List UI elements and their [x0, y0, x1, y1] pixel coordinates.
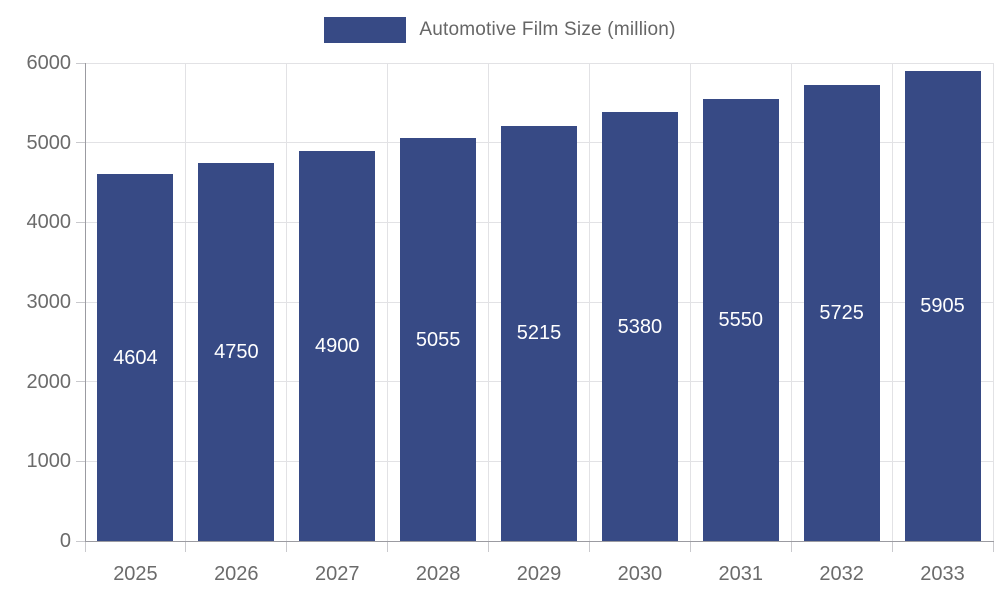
x-axis-line [85, 541, 994, 542]
bar[interactable] [601, 112, 678, 541]
y-axis-tick [76, 301, 85, 303]
gridline-vertical [286, 63, 288, 541]
bar[interactable] [904, 70, 981, 541]
y-axis-label: 6000 [26, 52, 72, 74]
x-axis-label: 2025 [113, 563, 158, 585]
y-axis-tick [76, 460, 85, 462]
gridline-vertical [588, 63, 590, 541]
y-axis-label: 5000 [26, 131, 72, 154]
x-axis-tick [891, 542, 893, 552]
bar[interactable] [803, 84, 880, 541]
y-axis-label: 3000 [26, 291, 72, 313]
x-axis-label: 2032 [819, 563, 864, 585]
legend-swatch [324, 17, 407, 43]
x-axis-tick [992, 542, 994, 552]
y-axis-label: 2000 [26, 370, 72, 393]
x-axis-tick [488, 542, 490, 552]
x-axis-label: 2028 [415, 563, 461, 585]
gridline-vertical [891, 63, 893, 541]
bar[interactable] [198, 162, 275, 541]
y-axis-tick [76, 62, 85, 64]
y-axis-tick [76, 540, 85, 542]
x-axis-tick [790, 542, 792, 552]
x-axis-label: 2033 [920, 563, 965, 585]
x-axis-tick [185, 542, 187, 552]
gridline-vertical [790, 63, 792, 541]
gridline-vertical [689, 63, 691, 541]
x-axis-tick [286, 542, 288, 552]
bar[interactable] [97, 174, 174, 541]
gridline-vertical [488, 63, 490, 541]
y-axis-tick [76, 381, 85, 383]
gridline-horizontal [85, 62, 993, 64]
bar[interactable] [702, 98, 779, 541]
y-axis-tick [76, 142, 85, 144]
y-axis-label: 1000 [26, 450, 72, 473]
x-axis-label: 2026 [214, 563, 259, 585]
x-axis-label: 2030 [617, 563, 663, 585]
y-axis-label: 4000 [26, 211, 72, 234]
gridline-vertical [992, 63, 994, 541]
bar[interactable] [299, 150, 376, 541]
legend[interactable]: Automotive Film Size (million) [0, 17, 1000, 43]
x-axis-tick [387, 542, 389, 552]
y-axis-label: 0 [59, 530, 71, 552]
x-axis-label: 2031 [718, 563, 764, 585]
x-axis-tick [84, 542, 86, 552]
x-axis-label: 2029 [516, 563, 562, 585]
bar[interactable] [501, 125, 577, 541]
gridline-vertical [387, 63, 389, 541]
legend-label: Automotive Film Size (million) [419, 19, 676, 40]
x-axis-tick [588, 542, 590, 552]
bar[interactable] [400, 138, 477, 541]
gridline-vertical [185, 63, 187, 541]
x-axis-label: 2027 [314, 563, 360, 585]
y-axis-line [85, 63, 86, 542]
y-axis-tick [76, 221, 85, 223]
x-axis-tick [689, 542, 691, 552]
